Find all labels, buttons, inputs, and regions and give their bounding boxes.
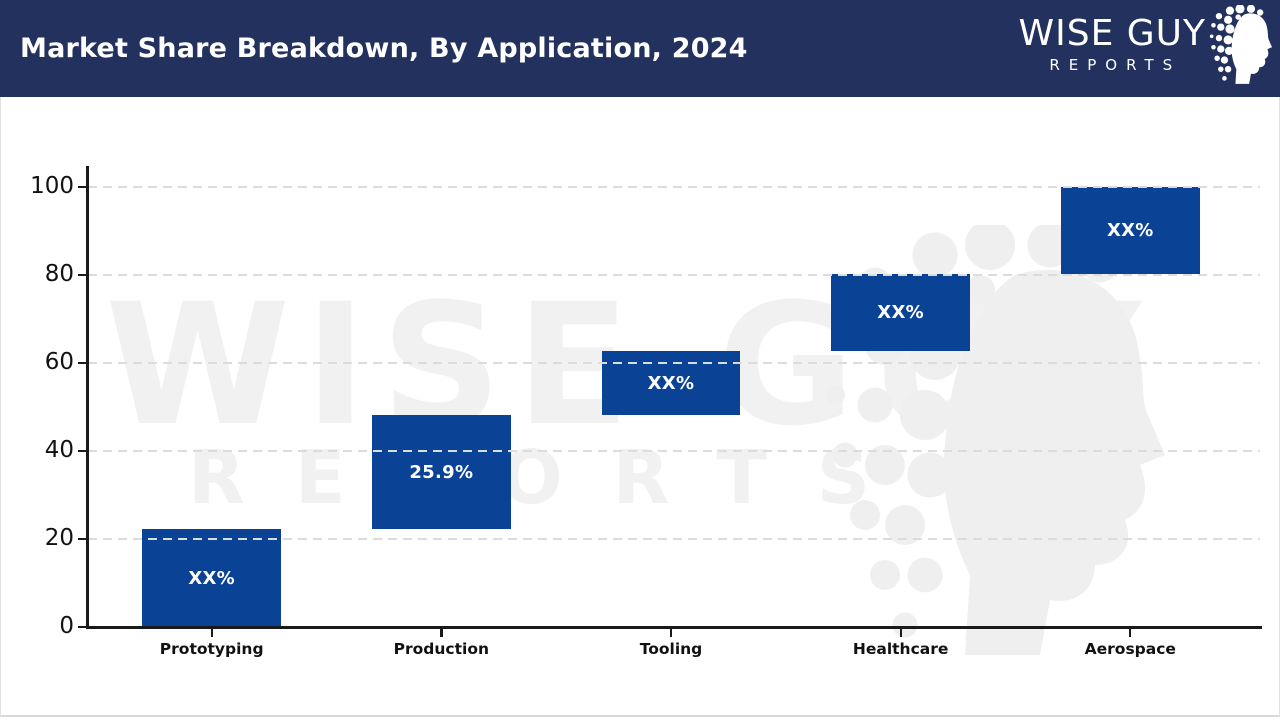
gridline-20 (88, 537, 1260, 540)
x-category-label-aerospace: Aerospace (1084, 640, 1176, 658)
bar-value-label: 25.9% (409, 461, 474, 483)
gridline-100 (88, 185, 1260, 188)
x-category-label-production: Production (393, 640, 490, 658)
x-axis-line (86, 626, 1262, 629)
bar-value-label: XX% (1106, 219, 1154, 241)
x-tick-aerospace (1129, 628, 1132, 637)
y-tick-label-80: 80 (44, 260, 74, 287)
bar-production: 25.9% (372, 415, 511, 530)
y-tick-80 (78, 273, 86, 276)
y-tick-label-0: 0 (59, 613, 74, 639)
chart-canvas: WISE GUY REPORTS XX%25.9%XX%XX%XX%020406… (0, 97, 1280, 717)
x-category-label-healthcare: Healthcare (852, 640, 949, 658)
x-tick-healthcare (899, 628, 902, 637)
bar-value-label: XX% (188, 567, 236, 589)
y-tick-label-100: 100 (30, 172, 74, 199)
y-tick-label-40: 40 (44, 436, 74, 463)
x-category-label-prototyping: Prototyping (159, 640, 264, 658)
bar-healthcare: XX% (831, 273, 970, 352)
logo-secondary-text: REPORTS (1049, 55, 1182, 74)
y-tick-0 (78, 626, 86, 629)
x-tick-production (440, 628, 443, 637)
bar-prototyping: XX% (142, 529, 281, 627)
bar-value-label: XX% (877, 301, 924, 323)
page-title: Market Share Breakdown, By Application, … (20, 33, 748, 64)
y-tick-label-60: 60 (44, 348, 74, 375)
bar-aerospace: XX% (1061, 186, 1200, 274)
watermark-text-secondary: REPORTS (188, 435, 921, 521)
bottom-border-line (0, 715, 1280, 717)
bar-value-label: XX% (647, 372, 695, 394)
gridline-60 (88, 361, 1260, 364)
y-tick-20 (78, 537, 86, 541)
y-axis-line (86, 166, 89, 629)
gridline-40 (88, 449, 1260, 452)
logo-wordmark: WISE GUY REPORTS (1018, 12, 1207, 74)
y-tick-40 (78, 449, 86, 452)
y-tick-label-20: 20 (44, 524, 74, 551)
x-tick-prototyping (210, 628, 213, 637)
x-tick-tooling (670, 628, 673, 637)
y-tick-60 (78, 361, 86, 364)
x-category-label-tooling: Tooling (639, 640, 703, 658)
left-border-line (0, 97, 1, 717)
report-header: Market Share Breakdown, By Application, … (0, 0, 1280, 97)
gridline-80 (88, 273, 1260, 276)
wiseguy-logo: WISE GUY REPORTS (1018, 5, 1272, 84)
logo-primary-text: WISE GUY (1018, 12, 1206, 54)
y-tick-100 (78, 185, 86, 188)
